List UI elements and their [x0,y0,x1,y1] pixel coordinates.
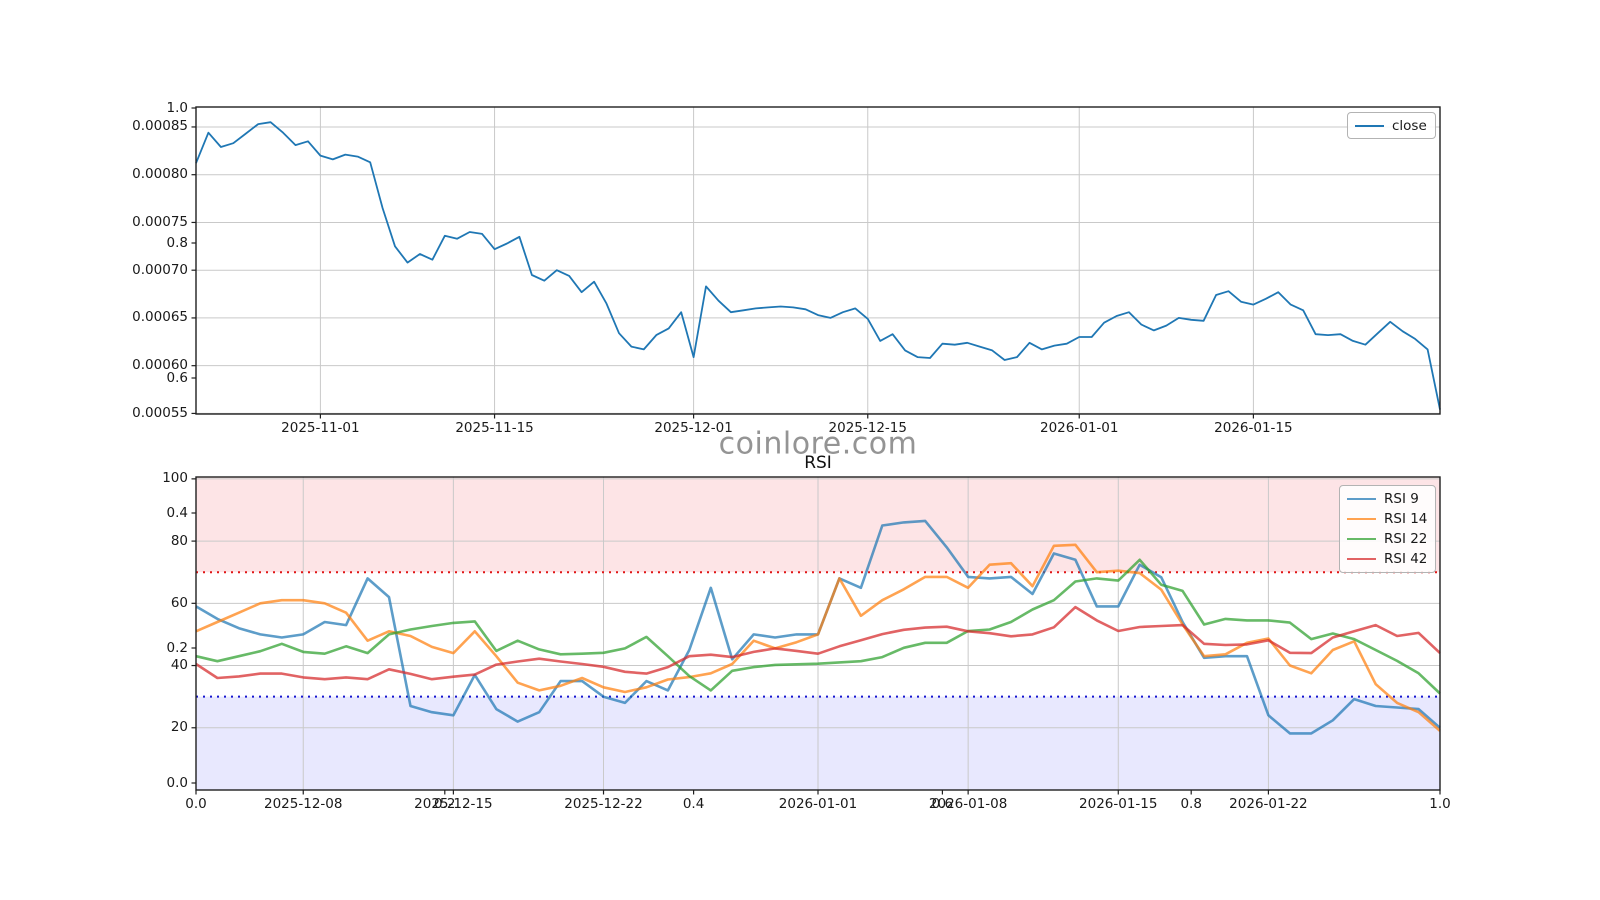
legend-item-rsi-22: RSI 22 [1347,529,1427,549]
x-tick-label: 2026-01-15 [1214,420,1293,436]
x-tick-label: 2026-01-15 [1079,796,1158,812]
legend-label: RSI 14 [1384,511,1428,527]
x-tick-label: 2025-11-01 [281,420,360,436]
rsi-14-line [195,543,1441,732]
rsi-chart-title: RSI [804,453,832,473]
x-tick-label: 2025-12-15 [414,796,493,812]
close-line [195,121,1441,410]
y-tick-label: 20 [170,719,188,736]
rsi-42-line [195,605,1441,681]
legend-label: RSI 9 [1384,491,1419,507]
overlay-x-tick-label: 0.6 [931,796,954,812]
y-tick-label: 0.00085 [132,118,188,135]
y-tick-label: 80 [170,532,188,549]
x-tick-label: 2025-12-01 [654,420,733,436]
y-tick-label: 40 [170,657,188,674]
watermark: coinlore.com [718,426,918,462]
legend-line-swatch [1347,538,1376,540]
overlay-x-tick-label: 0.4 [682,796,705,812]
legend-line-swatch [1347,498,1376,500]
y-tick-label: 0.00055 [132,404,188,421]
x-tick-label: 2025-12-15 [828,420,907,436]
y-tick-label: 0.00080 [132,166,188,183]
legend-item-rsi-9: RSI 9 [1347,489,1427,509]
y-tick-label: 0.00075 [132,213,188,230]
x-tick-label: 2025-12-22 [564,796,643,812]
legend-label: RSI 42 [1384,551,1428,567]
overlay-x-tick-label: 0.8 [1180,796,1202,812]
overlay-x-tick-label: 0.2 [434,796,456,812]
legend-item-rsi-14: RSI 14 [1347,509,1427,529]
x-tick-label: 2025-11-15 [455,420,534,436]
x-tick-label: 2026-01-22 [1229,796,1308,812]
legend-line-swatch [1355,124,1384,127]
x-tick-label: 2026-01-01 [778,796,858,812]
x-tick-label: 2026-01-08 [928,796,1008,812]
overlay-y-tick-label: 0.2 [166,639,188,656]
legend-line-swatch [1347,518,1376,520]
overlay-y-tick-label: 0.4 [166,504,188,521]
x-tick-label: 2026-01-01 [1040,420,1119,436]
legend-item-rsi-42: RSI 42 [1347,549,1427,569]
x-tick-label: 2025-12-08 [264,796,343,812]
y-tick-label: 0.00060 [132,357,188,374]
axes-spines [195,106,1441,415]
y-tick-label: 0.00065 [132,309,188,326]
overlay-y-tick-label: 1.0 [166,99,188,116]
overlay-y-tick-label: 0.0 [166,774,188,791]
y-tick-label: 100 [162,470,188,487]
legend-line-swatch [1347,558,1376,560]
y-tick-label: 0.00070 [132,261,188,278]
legend-label: close [1392,117,1427,134]
legend-item-close: close [1355,116,1427,136]
overlay-x-tick-label: 1.0 [1429,796,1451,812]
overlay-y-tick-label: 0.6 [166,369,188,386]
y-tick-label: 60 [170,594,188,611]
overlay-x-tick-label: 0.0 [185,796,207,812]
rsi-legend: RSI 9 RSI 14 RSI 22 RSI 42 [1339,485,1437,573]
overlay-y-tick-label: 0.8 [166,234,188,251]
price-legend: close [1347,112,1436,139]
rsi-22-line [195,558,1441,695]
legend-label: RSI 22 [1384,531,1428,547]
